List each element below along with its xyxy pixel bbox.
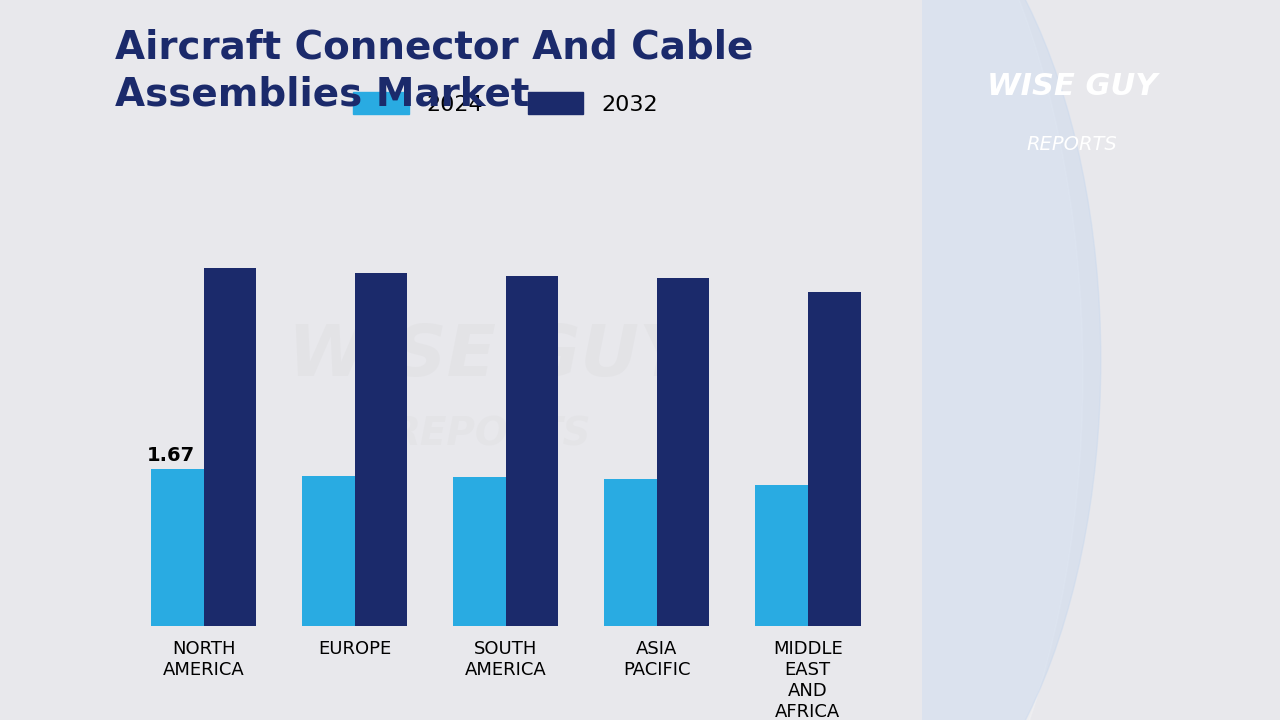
Legend: 2024, 2032: 2024, 2032	[344, 83, 667, 124]
Bar	[604, 480, 657, 626]
Text: Aircraft Connector And Cable
Assemblies Market: Aircraft Connector And Cable Assemblies …	[115, 29, 754, 114]
Bar	[755, 485, 808, 626]
Text: 1.67: 1.67	[147, 446, 195, 465]
Bar	[808, 292, 860, 626]
Text: REPORTS: REPORTS	[1027, 135, 1117, 153]
Text: REPORTS: REPORTS	[389, 415, 590, 454]
Bar	[657, 278, 709, 626]
Bar	[355, 273, 407, 626]
Bar	[506, 276, 558, 626]
Text: WISE GUY: WISE GUY	[288, 323, 691, 392]
Text: WISE GUY: WISE GUY	[987, 72, 1157, 101]
Bar	[302, 476, 355, 626]
Bar	[453, 477, 506, 626]
Bar	[204, 269, 256, 626]
Circle shape	[599, 0, 1101, 720]
Circle shape	[474, 0, 1083, 720]
Bar	[151, 469, 204, 626]
